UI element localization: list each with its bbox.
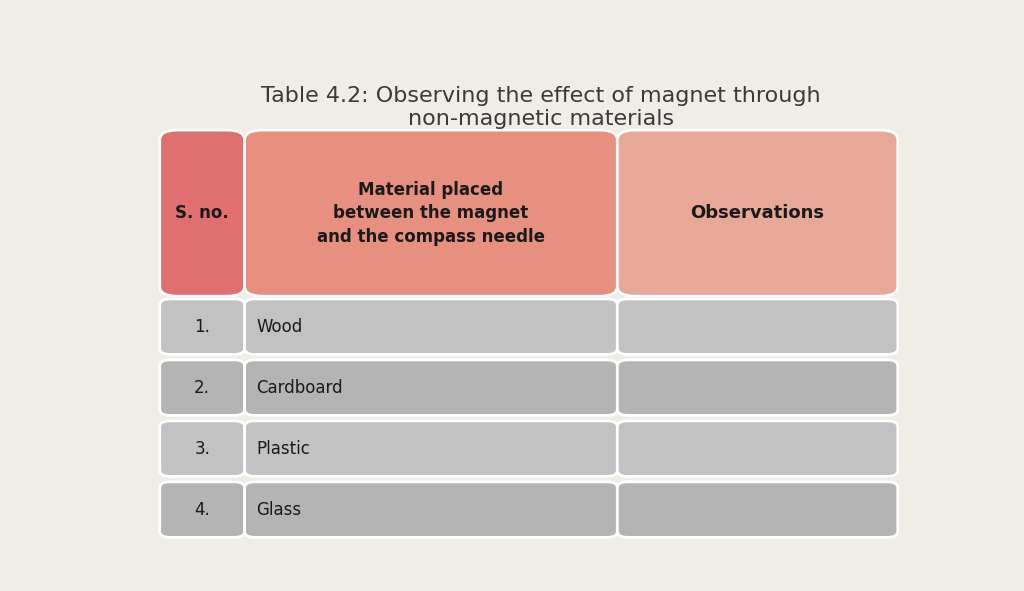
FancyBboxPatch shape	[617, 130, 898, 296]
FancyBboxPatch shape	[617, 299, 898, 355]
Text: 2.: 2.	[195, 379, 210, 397]
Text: S. no.: S. no.	[175, 204, 229, 222]
Text: non-magnetic materials: non-magnetic materials	[408, 109, 674, 129]
FancyBboxPatch shape	[617, 421, 898, 476]
FancyBboxPatch shape	[245, 421, 617, 476]
Text: Cardboard: Cardboard	[257, 379, 343, 397]
FancyBboxPatch shape	[160, 130, 245, 296]
FancyBboxPatch shape	[617, 360, 898, 415]
Text: Plastic: Plastic	[257, 440, 310, 457]
FancyBboxPatch shape	[245, 130, 617, 296]
FancyBboxPatch shape	[617, 482, 898, 537]
Text: Material placed
between the magnet
and the compass needle: Material placed between the magnet and t…	[317, 180, 545, 246]
FancyBboxPatch shape	[245, 299, 617, 355]
Text: Wood: Wood	[257, 318, 303, 336]
FancyBboxPatch shape	[160, 299, 245, 355]
FancyBboxPatch shape	[160, 482, 245, 537]
FancyBboxPatch shape	[245, 482, 617, 537]
Text: Observations: Observations	[690, 204, 824, 222]
Text: 3.: 3.	[195, 440, 210, 457]
FancyBboxPatch shape	[245, 360, 617, 415]
FancyBboxPatch shape	[160, 421, 245, 476]
FancyBboxPatch shape	[160, 360, 245, 415]
Text: 1.: 1.	[195, 318, 210, 336]
Text: Glass: Glass	[257, 501, 302, 519]
Text: Table 4.2: Observing the effect of magnet through: Table 4.2: Observing the effect of magne…	[261, 86, 820, 106]
Text: 4.: 4.	[195, 501, 210, 519]
